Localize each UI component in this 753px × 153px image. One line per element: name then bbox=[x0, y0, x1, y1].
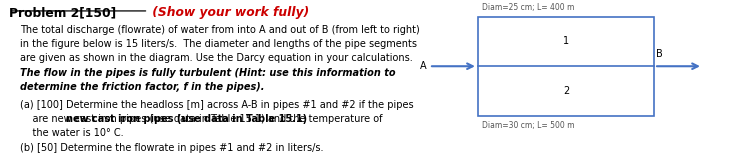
Bar bbox=[478, 17, 654, 116]
Text: Problem 2[150]: Problem 2[150] bbox=[9, 6, 116, 19]
Text: B: B bbox=[656, 49, 663, 58]
Text: in the figure below is 15 liters/s.  The diameter and lengths of the pipe segmen: in the figure below is 15 liters/s. The … bbox=[20, 39, 417, 49]
Text: (a) [100] Determine the headloss [m] across A-B in pipes #1 and #2 if the pipes: (a) [100] Determine the headloss [m] acr… bbox=[20, 100, 413, 110]
Text: are new cast iron pipes (use data in Table 15.1) and the temperature of: are new cast iron pipes (use data in Tab… bbox=[20, 114, 383, 124]
Text: the water is 10° C.: the water is 10° C. bbox=[20, 128, 123, 138]
Text: Diam=30 cm; L= 500 m: Diam=30 cm; L= 500 m bbox=[481, 121, 574, 130]
Text: determine the friction factor, f in the pipes).: determine the friction factor, f in the … bbox=[20, 82, 264, 92]
Text: The flow in the pipes is fully turbulent (Hint: use this information to: The flow in the pipes is fully turbulent… bbox=[20, 68, 396, 78]
Text: 1: 1 bbox=[563, 36, 569, 47]
Text: The total discharge (flowrate) of water from into A and out of B (from left to r: The total discharge (flowrate) of water … bbox=[20, 25, 420, 35]
Text: (b) [50] Determine the flowrate in pipes #1 and #2 in liters/s.: (b) [50] Determine the flowrate in pipes… bbox=[20, 143, 324, 153]
Text: new cast iron pipes (use data in Table 15.1): new cast iron pipes (use data in Table 1… bbox=[66, 114, 307, 124]
Text: Diam=25 cm; L= 400 m: Diam=25 cm; L= 400 m bbox=[481, 3, 574, 12]
Text: (Show your work fully): (Show your work fully) bbox=[148, 6, 309, 19]
Text: 2: 2 bbox=[562, 86, 569, 96]
Text: A: A bbox=[420, 61, 427, 71]
Text: are given as shown in the diagram. Use the Darcy equation in your calculations.: are given as shown in the diagram. Use t… bbox=[20, 53, 413, 63]
